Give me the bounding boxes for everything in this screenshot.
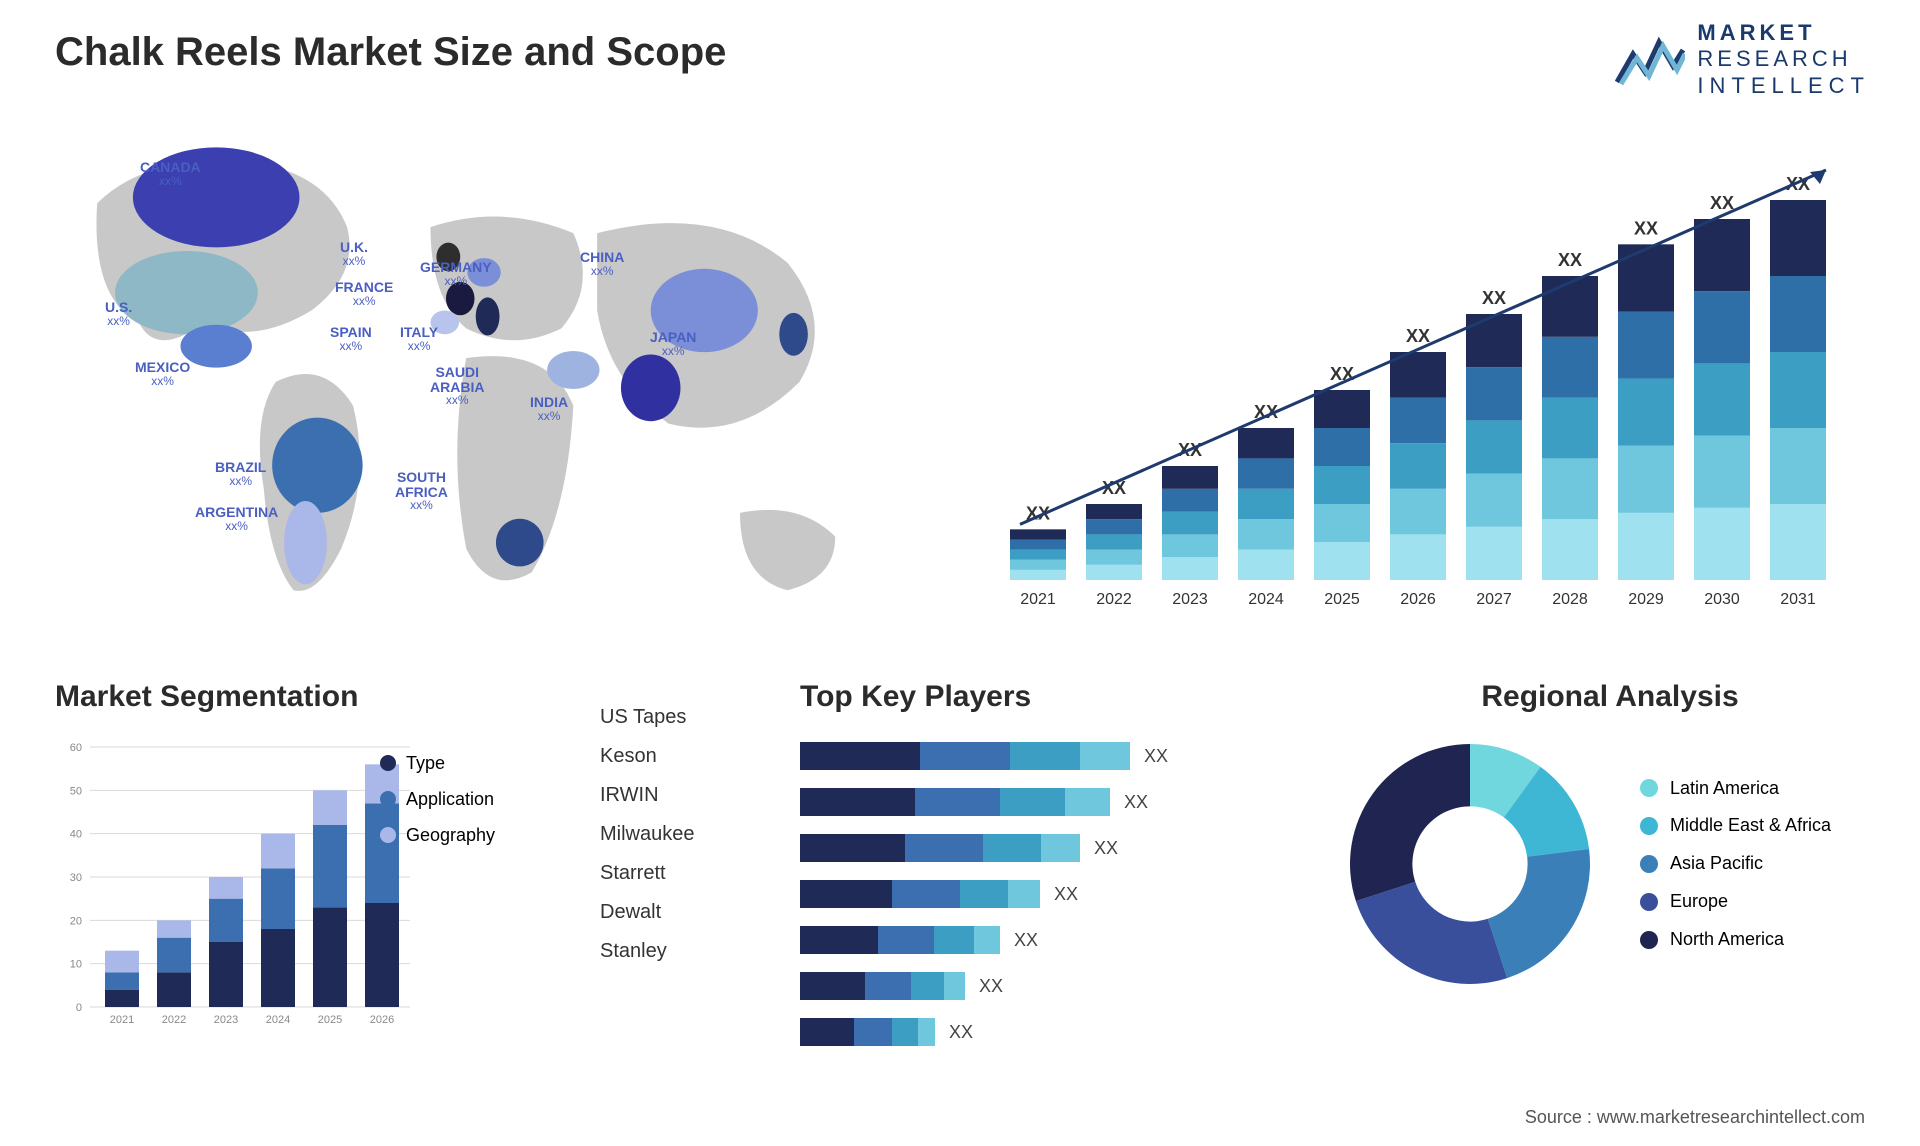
source-label: Source : www.marketresearchintellect.com [1525, 1107, 1865, 1128]
map-label: CANADAxx% [140, 160, 201, 187]
legend-item: Latin America [1640, 770, 1831, 808]
segmentation-chart: 0 10 20 30 40 50 60 2021 2022 2023 2024 2025 2026 [55, 732, 415, 1032]
key-players-section: Top Key Players XX XX XX XX XX XX XX [800, 680, 1280, 1060]
keybar-row: XX [800, 830, 1280, 866]
player-name: Keson [600, 737, 750, 776]
page-title: Chalk Reels Market Size and Scope [55, 30, 726, 75]
world-map: CANADAxx% U.S.xx% MEXICOxx% BRAZILxx% ARGENT… [50, 120, 930, 620]
segmentation-title: Market Segmentation [55, 680, 615, 714]
legend-item: North America [1640, 921, 1831, 959]
regional-title: Regional Analysis [1330, 680, 1890, 714]
forecast-chart: XX2021XX2022XX2023XX2024XX2025XX2026XX20… [980, 120, 1860, 620]
map-label: FRANCExx% [335, 280, 393, 307]
svg-text:2030: 2030 [1704, 591, 1740, 608]
legend-item: Application [380, 781, 495, 817]
keybar-row: XX [800, 876, 1280, 912]
svg-text:2028: 2028 [1552, 591, 1588, 608]
key-players-title: Top Key Players [800, 680, 1280, 714]
segmentation-section: Market Segmentation 0 10 20 30 40 50 60 2021 202… [55, 680, 615, 1032]
svg-text:2026: 2026 [1400, 591, 1436, 608]
svg-text:2024: 2024 [266, 1014, 290, 1026]
svg-text:XX: XX [1482, 288, 1506, 308]
legend-item: Middle East & Africa [1640, 807, 1831, 845]
svg-text:XX: XX [1406, 326, 1430, 346]
svg-text:2022: 2022 [1096, 591, 1132, 608]
regional-legend: Latin AmericaMiddle East & AfricaAsia Pa… [1640, 770, 1831, 959]
map-label: U.S.xx% [105, 300, 132, 327]
keybar-row: XX [800, 922, 1280, 958]
keybar-row: XX [800, 1014, 1280, 1050]
keybar-row: XX [800, 968, 1280, 1004]
legend-item: Type [380, 745, 495, 781]
svg-text:20: 20 [70, 915, 82, 927]
brand-logo: MARKET RESEARCH INTELLECT [1615, 20, 1870, 99]
map-label: JAPANxx% [650, 330, 696, 357]
map-label: U.K.xx% [340, 240, 368, 267]
svg-text:50: 50 [70, 785, 82, 797]
map-label: CHINAxx% [580, 250, 624, 277]
map-label: SPAINxx% [330, 325, 372, 352]
map-label: SOUTHAFRICAxx% [395, 470, 448, 512]
logo-line1: MARKET [1697, 20, 1870, 46]
svg-text:XX: XX [1634, 218, 1658, 238]
map-label: SAUDIARABIAxx% [430, 365, 484, 407]
key-players-chart: XX XX XX XX XX XX XX [800, 738, 1280, 1050]
legend-item: Europe [1640, 883, 1831, 921]
svg-text:2023: 2023 [214, 1014, 238, 1026]
map-label: GERMANYxx% [420, 260, 492, 287]
logo-icon [1615, 32, 1685, 88]
svg-text:40: 40 [70, 829, 82, 841]
logo-line3: INTELLECT [1697, 73, 1870, 99]
svg-text:2024: 2024 [1248, 591, 1284, 608]
legend-item: Asia Pacific [1640, 845, 1831, 883]
map-label: MEXICOxx% [135, 360, 190, 387]
svg-text:2021: 2021 [110, 1014, 134, 1026]
svg-text:10: 10 [70, 959, 82, 971]
svg-text:2031: 2031 [1780, 591, 1816, 608]
svg-text:XX: XX [1558, 250, 1582, 270]
map-label: INDIAxx% [530, 395, 568, 422]
svg-text:2025: 2025 [1324, 591, 1360, 608]
svg-text:0: 0 [76, 1002, 82, 1014]
player-name: Starrett [600, 854, 750, 893]
svg-text:2025: 2025 [318, 1014, 342, 1026]
svg-text:2022: 2022 [162, 1014, 186, 1026]
map-label: ITALYxx% [400, 325, 438, 352]
segmentation-legend: TypeApplicationGeography [380, 745, 495, 853]
svg-text:2027: 2027 [1476, 591, 1512, 608]
svg-text:2023: 2023 [1172, 591, 1208, 608]
map-label: ARGENTINAxx% [195, 505, 278, 532]
players-list-section: US TapesKesonIRWINMilwaukeeStarrettDewal… [600, 680, 750, 971]
keybar-row: XX [800, 784, 1280, 820]
svg-text:XX: XX [1710, 193, 1734, 213]
regional-donut [1330, 724, 1610, 1004]
svg-text:2029: 2029 [1628, 591, 1664, 608]
svg-text:60: 60 [70, 742, 82, 754]
legend-item: Geography [380, 817, 495, 853]
svg-text:2026: 2026 [370, 1014, 394, 1026]
player-name: IRWIN [600, 776, 750, 815]
players-list: US TapesKesonIRWINMilwaukeeStarrettDewal… [600, 698, 750, 971]
svg-text:2021: 2021 [1020, 591, 1056, 608]
player-name: US Tapes [600, 698, 750, 737]
svg-text:XX: XX [1330, 364, 1354, 384]
keybar-row: XX [800, 738, 1280, 774]
regional-section: Regional Analysis Latin AmericaMiddle Ea… [1330, 680, 1890, 1004]
map-label: BRAZILxx% [215, 460, 266, 487]
player-name: Dewalt [600, 893, 750, 932]
svg-text:30: 30 [70, 872, 82, 884]
logo-line2: RESEARCH [1697, 46, 1870, 72]
player-name: Milwaukee [600, 815, 750, 854]
player-name: Stanley [600, 932, 750, 971]
